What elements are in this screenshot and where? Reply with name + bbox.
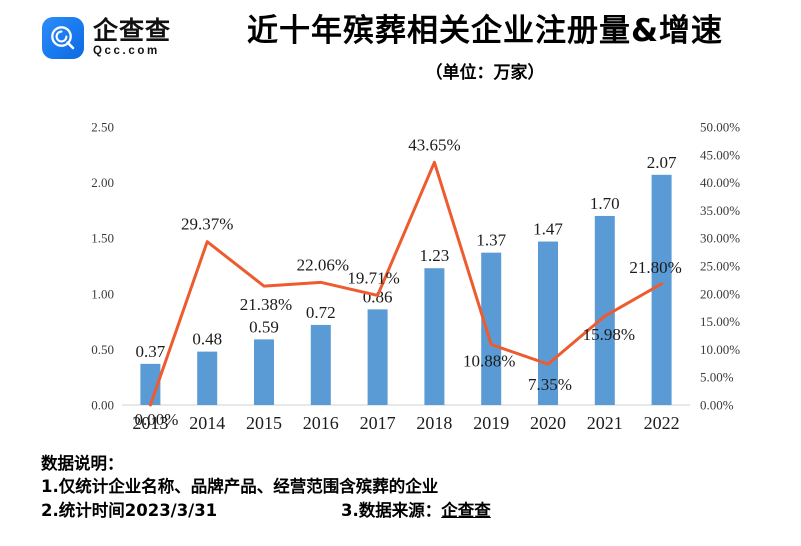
line-label-2018: 43.65% bbox=[408, 135, 460, 154]
bar-2020[interactable] bbox=[538, 241, 558, 405]
line-label-2014: 29.37% bbox=[181, 215, 233, 234]
bar-series bbox=[140, 174, 672, 405]
bar-2021[interactable] bbox=[594, 215, 615, 405]
chart-plot-area: 0.00 0.50 1.00 1.50 2.00 2.50 0.00% 5.00% 10.00… bbox=[0, 104, 801, 449]
x-axis-tick-labels: 2013 2014 2015 2016 2017 2018 2019 2020 2021 2022 bbox=[132, 413, 679, 433]
y-right-tick-7: 35.00% bbox=[700, 203, 740, 218]
x-tick-2017: 2017 bbox=[360, 413, 396, 433]
footer-notes: 数据说明： 1.仅统计企业名称、品牌产品、经营范围含殡葬的企业 2.统计时间20… bbox=[41, 452, 761, 522]
bar-2019[interactable] bbox=[481, 252, 502, 405]
chart-header: 企查查 Qcc.com 近十年殡葬相关企业注册量&增速 （单位：万家） bbox=[0, 0, 801, 104]
bar-label-2019: 1.37 bbox=[476, 231, 506, 250]
brand-name-cn: 企查查 bbox=[93, 16, 172, 46]
bar-label-2013: 0.37 bbox=[136, 342, 166, 361]
bar-2016[interactable] bbox=[310, 324, 331, 405]
bar-2017[interactable] bbox=[367, 309, 388, 405]
y-right-tick-9: 45.00% bbox=[700, 147, 740, 162]
bar-label-2018: 1.23 bbox=[420, 246, 450, 265]
y-axis-left-ticks: 0.00 0.50 1.00 1.50 2.00 2.50 bbox=[91, 120, 114, 413]
y-left-tick-2: 1.00 bbox=[91, 286, 114, 301]
x-tick-2013: 2013 bbox=[132, 413, 168, 433]
footer-note-3-source[interactable]: 企查查 bbox=[441, 500, 491, 520]
y-left-tick-4: 2.00 bbox=[91, 175, 114, 190]
brand-name-en: Qcc.com bbox=[93, 45, 160, 58]
line-label-2022: 21.80% bbox=[629, 258, 681, 277]
y-right-tick-3: 15.00% bbox=[700, 314, 740, 329]
x-tick-2014: 2014 bbox=[189, 413, 225, 433]
x-tick-2019: 2019 bbox=[473, 413, 509, 433]
brand-logo: 企查查 Qcc.com bbox=[42, 17, 171, 59]
bar-2018[interactable] bbox=[424, 268, 445, 405]
bar-label-2014: 0.48 bbox=[192, 330, 222, 349]
y-right-tick-4: 20.00% bbox=[700, 286, 740, 301]
combo-chart: 0.00 0.50 1.00 1.50 2.00 2.50 0.00% 5.00% 10.00… bbox=[91, 120, 740, 434]
bar-label-2016: 0.72 bbox=[306, 303, 336, 322]
bar-2014[interactable] bbox=[197, 351, 218, 405]
footer-note-row-2: 2.统计时间2023/3/31 3.数据来源：企查查 bbox=[41, 499, 761, 522]
line-label-2019: 10.88% bbox=[463, 352, 515, 371]
y-left-tick-0: 0.00 bbox=[91, 398, 114, 413]
page-title: 近十年殡葬相关企业注册量&增速 bbox=[246, 13, 724, 49]
y-left-tick-3: 1.50 bbox=[91, 231, 114, 246]
bar-label-2022: 2.07 bbox=[647, 153, 677, 172]
x-tick-2022: 2022 bbox=[644, 413, 680, 433]
line-label-2021: 15.98% bbox=[583, 325, 635, 344]
y-right-tick-2: 10.00% bbox=[700, 342, 740, 357]
y-right-tick-6: 30.00% bbox=[700, 231, 740, 246]
footer-heading: 数据说明： bbox=[41, 454, 124, 473]
footer-note-1: 1.仅统计企业名称、品牌产品、经营范围含殡葬的企业 bbox=[41, 477, 439, 497]
footer-note-3-label: 3.数据来源： bbox=[341, 500, 442, 520]
page-subtitle: （单位：万家） bbox=[425, 62, 545, 83]
line-label-2015: 21.38% bbox=[240, 295, 292, 314]
x-tick-2015: 2015 bbox=[246, 413, 282, 433]
x-tick-2021: 2021 bbox=[587, 413, 623, 433]
qcc-magnifier-logo-icon bbox=[42, 17, 84, 59]
brand-wordmark: 企查查 Qcc.com bbox=[93, 18, 171, 58]
line-label-2017: 19.71% bbox=[347, 268, 399, 287]
y-left-tick-1: 0.50 bbox=[91, 342, 114, 357]
y-axis-right-ticks: 0.00% 5.00% 10.00% 15.00% 20.00% 25.00% 30.00%… bbox=[700, 120, 740, 413]
y-left-tick-5: 2.50 bbox=[91, 120, 114, 135]
bar-label-2020: 1.47 bbox=[533, 220, 563, 239]
bar-label-2021: 1.70 bbox=[590, 194, 620, 213]
line-label-2016: 22.06% bbox=[297, 255, 349, 274]
line-label-2013: 0.00% bbox=[134, 410, 178, 429]
line-value-labels: 0.00% 29.37% 21.38% 22.06%19.71% 43.65% 10.88… bbox=[134, 135, 681, 429]
bar-2022[interactable] bbox=[651, 174, 672, 405]
title-block: 近十年殡葬相关企业注册量&增速 （单位：万家） bbox=[205, 12, 765, 83]
growth-rate-line bbox=[148, 160, 664, 407]
bar-label-2015: 0.59 bbox=[249, 317, 279, 336]
bar-2015[interactable] bbox=[254, 339, 274, 405]
x-tick-2018: 2018 bbox=[416, 413, 452, 433]
y-right-tick-1: 5.00% bbox=[700, 370, 734, 385]
y-right-tick-8: 40.00% bbox=[700, 175, 740, 190]
footer-note-2: 2.统计时间2023/3/31 bbox=[41, 500, 218, 520]
x-tick-2020: 2020 bbox=[530, 413, 566, 433]
footer-note-3: 3.数据来源：企查查 bbox=[341, 499, 491, 522]
line-label-2020: 7.35% bbox=[528, 375, 572, 394]
bar-value-labels: 0.370.480.590.720.861.231.371.471.702.07 bbox=[136, 153, 677, 361]
y-right-tick-10: 50.00% bbox=[700, 120, 740, 135]
x-tick-2016: 2016 bbox=[303, 413, 339, 433]
y-right-tick-0: 0.00% bbox=[700, 398, 734, 413]
y-right-tick-5: 25.00% bbox=[700, 259, 740, 274]
